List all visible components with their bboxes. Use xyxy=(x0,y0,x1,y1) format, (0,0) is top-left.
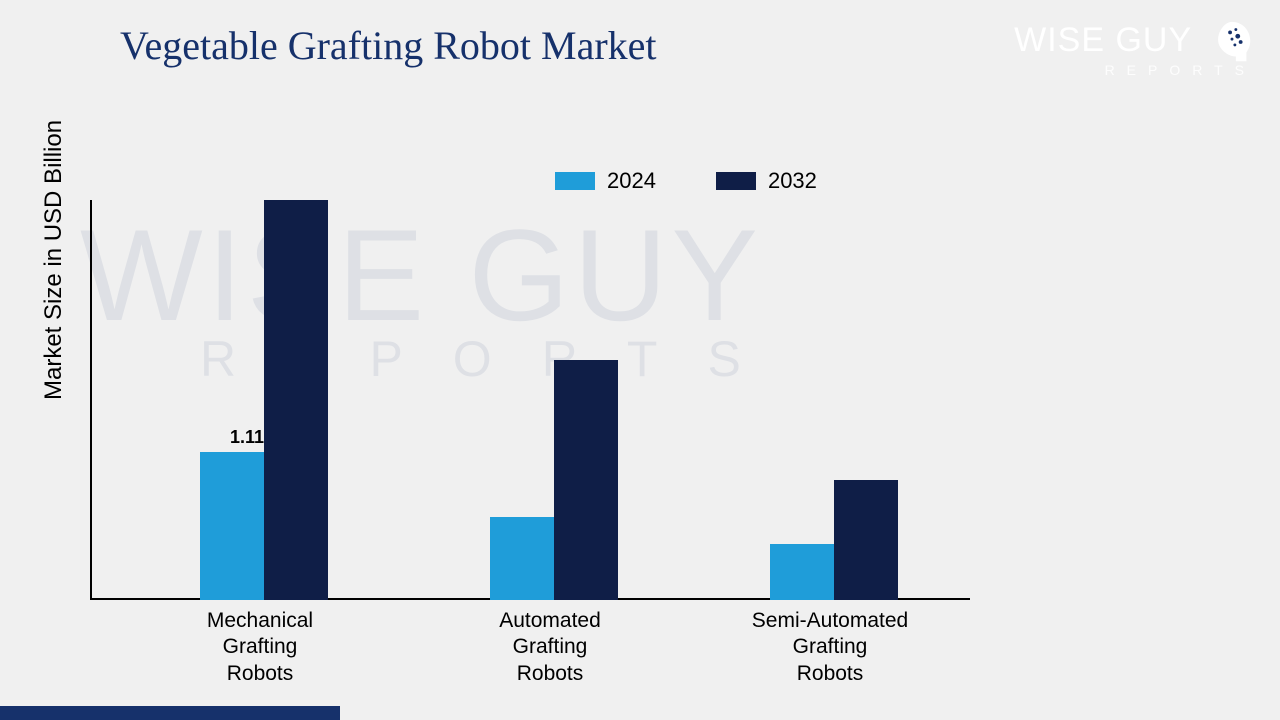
logo-text: WISE GUY xyxy=(1014,21,1191,59)
bar-group-2 xyxy=(730,200,950,600)
legend-swatch-2024 xyxy=(555,172,595,190)
bar-2024-1 xyxy=(490,517,554,600)
legend-item-2024: 2024 xyxy=(555,168,656,194)
bar-group-0: 1.11 xyxy=(160,200,380,600)
legend-label-2032: 2032 xyxy=(768,168,817,194)
logo-sub-text: REPORTS xyxy=(1014,62,1256,78)
y-axis xyxy=(90,200,92,600)
bar-label-0: 1.11 xyxy=(160,427,264,448)
x-label-0-text: MechanicalGraftingRobots xyxy=(207,609,313,685)
x-label-1-text: AutomatedGraftingRobots xyxy=(499,609,601,685)
bar-chart: 1.11 MechanicalGraftingRobots AutomatedG… xyxy=(90,200,970,600)
bar-group-1 xyxy=(450,200,670,600)
legend: 2024 2032 xyxy=(555,168,817,194)
head-icon xyxy=(1208,18,1256,66)
y-axis-label: Market Size in USD Billion xyxy=(40,120,68,400)
bar-2032-0 xyxy=(264,200,328,600)
bar-2024-0 xyxy=(200,452,264,600)
x-label-2: Semi-AutomatedGraftingRobots xyxy=(720,608,940,687)
x-label-0: MechanicalGraftingRobots xyxy=(150,608,370,687)
right-band xyxy=(960,0,1280,720)
bar-2024-2 xyxy=(770,544,834,600)
legend-item-2032: 2032 xyxy=(716,168,817,194)
logo-main-text: WISE GUY xyxy=(1014,18,1256,66)
brand-logo: WISE GUY REPORTS xyxy=(1014,18,1256,78)
x-label-2-text: Semi-AutomatedGraftingRobots xyxy=(752,609,908,685)
legend-label-2024: 2024 xyxy=(607,168,656,194)
bar-2032-2 xyxy=(834,480,898,600)
legend-swatch-2032 xyxy=(716,172,756,190)
page-title: Vegetable Grafting Robot Market xyxy=(120,22,657,69)
bar-2032-1 xyxy=(554,360,618,600)
bottom-accent xyxy=(0,706,340,720)
page-root: WISE GUY REPORTS Vegetable Grafting Robo… xyxy=(0,0,1280,720)
x-label-1: AutomatedGraftingRobots xyxy=(440,608,660,687)
